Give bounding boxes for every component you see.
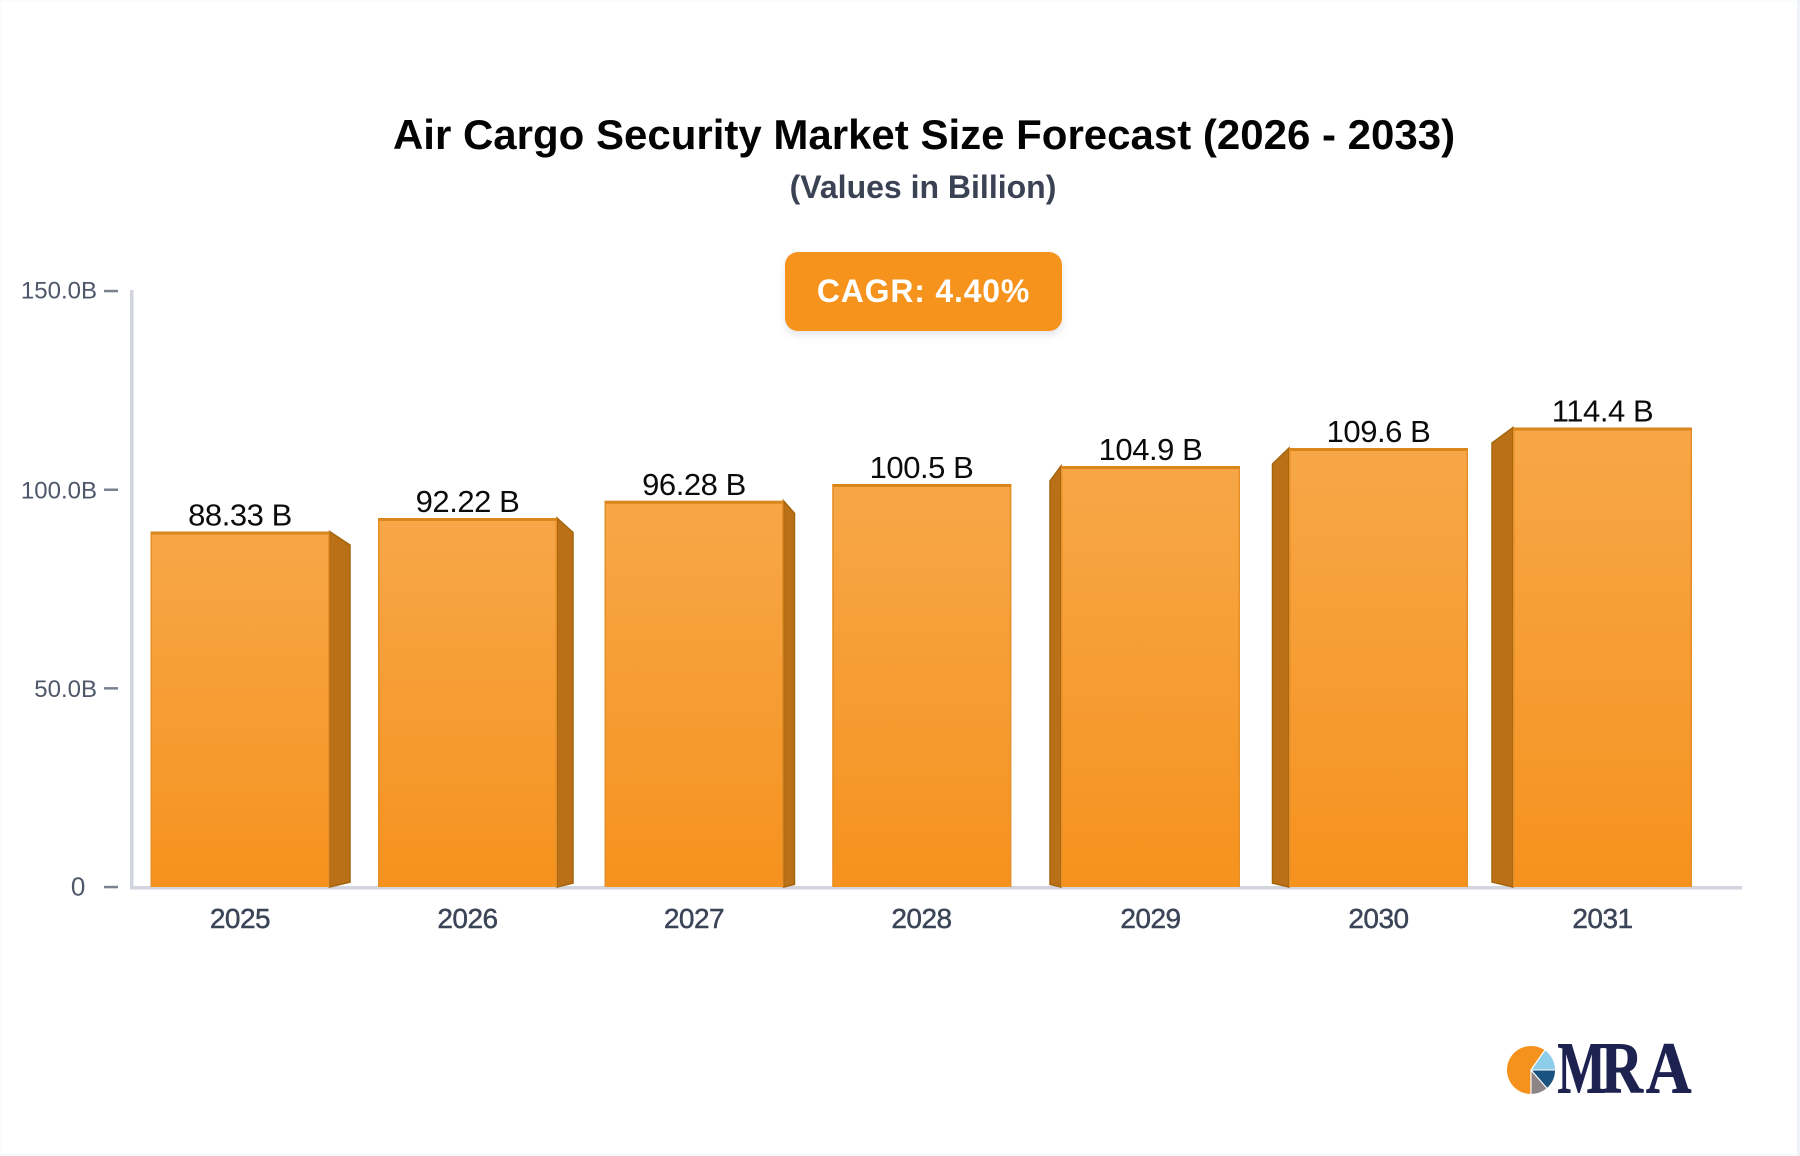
svg-text:96.28 B: 96.28 B: [642, 467, 746, 502]
svg-text:92.22 B: 92.22 B: [416, 484, 520, 519]
svg-text:104.9 B: 104.9 B: [1099, 432, 1203, 467]
svg-text:88.33 B: 88.33 B: [188, 498, 292, 533]
svg-text:150.0B: 150.0B: [21, 277, 97, 304]
svg-text:CAGR: 4.40%: CAGR: 4.40%: [817, 273, 1030, 309]
svg-text:(Values in Billion): (Values in Billion): [790, 169, 1057, 205]
svg-text:0: 0: [71, 872, 85, 902]
svg-text:109.6 B: 109.6 B: [1327, 414, 1431, 449]
svg-text:100.0B: 100.0B: [21, 478, 97, 505]
svg-text:A: A: [1646, 1027, 1691, 1108]
svg-text:2026: 2026: [437, 903, 497, 934]
svg-text:2025: 2025: [210, 903, 270, 934]
svg-text:R: R: [1601, 1028, 1644, 1109]
svg-text:2031: 2031: [1572, 903, 1632, 934]
svg-text:2028: 2028: [891, 903, 951, 934]
svg-text:114.4 B: 114.4 B: [1552, 394, 1653, 429]
svg-text:50.0B: 50.0B: [34, 676, 97, 703]
svg-text:M: M: [1558, 1028, 1606, 1109]
svg-text:2027: 2027: [664, 903, 724, 934]
svg-text:100.5 B: 100.5 B: [870, 450, 974, 485]
svg-text:2030: 2030: [1348, 903, 1408, 934]
svg-text:Air Cargo Security Market Size: Air Cargo Security Market Size Forecast …: [393, 111, 1455, 158]
svg-text:2029: 2029: [1120, 903, 1180, 934]
